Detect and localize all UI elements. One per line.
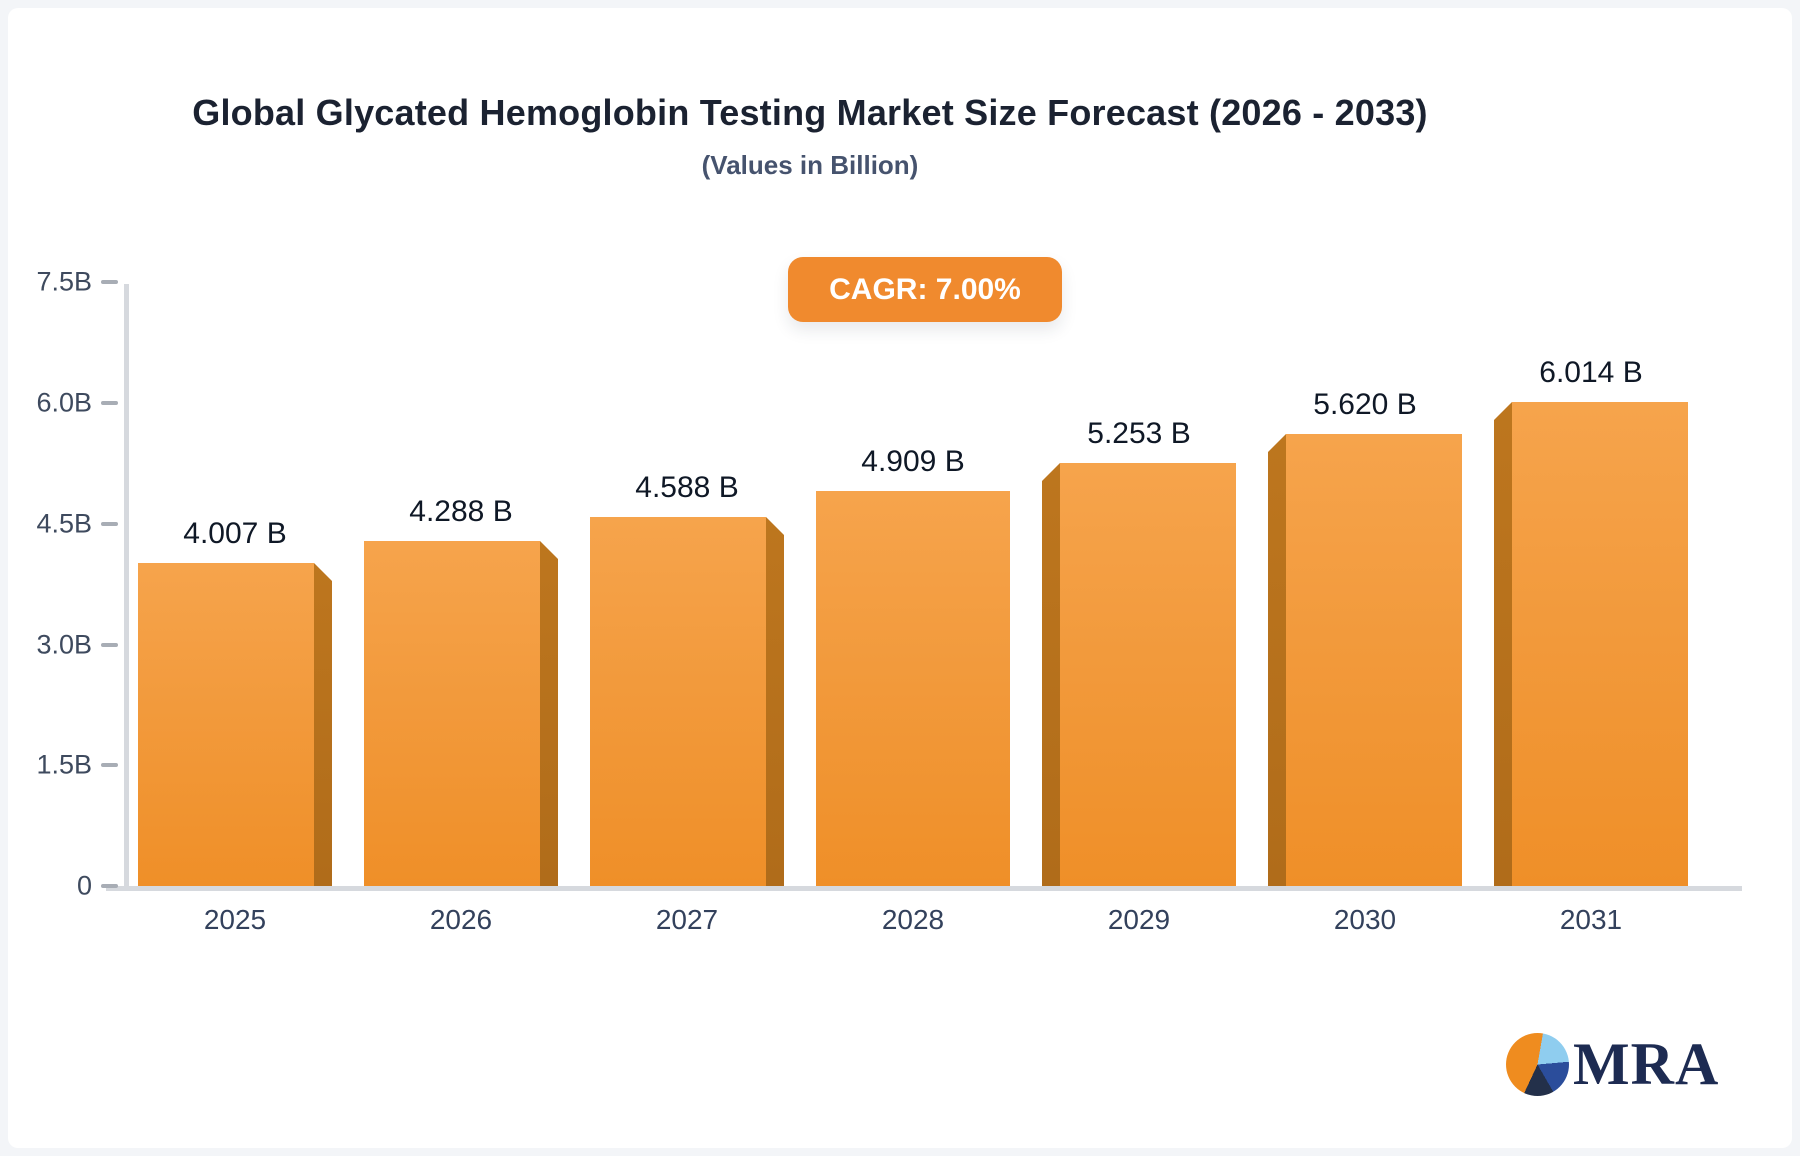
x-tick-label: 2027	[655, 904, 719, 935]
y-tick-dash	[101, 401, 118, 405]
brand-logo-text: MRA	[1573, 1031, 1720, 1097]
bar-group: 4.909 B 2028	[816, 0, 1010, 935]
y-tick-dash	[101, 642, 118, 647]
pie-chart-logo-icon	[1506, 1033, 1569, 1096]
x-tick-label: 2029	[1107, 904, 1171, 935]
bar-value-label: 6.014 B	[1539, 356, 1643, 389]
chart-subtitle: (Values in Billion)	[701, 150, 919, 180]
x-tick-label: 2031	[1559, 904, 1623, 935]
bar-3d-side	[314, 563, 332, 886]
bar-3d-side	[1042, 463, 1060, 886]
x-tick-label: 2025	[203, 904, 267, 935]
bar-group: 4.288 B 2026	[364, 0, 558, 935]
brand-logo: MRA	[1506, 1030, 1719, 1099]
bar-group: 6.014 B 2031	[1494, 0, 1688, 935]
y-tick-dash	[101, 763, 118, 768]
bar-3d-side	[1268, 434, 1286, 886]
y-tick-label: 3.0B	[36, 629, 92, 659]
x-tick-label: 2028	[881, 904, 945, 935]
bar-group: 4.007 B 2025	[138, 0, 332, 935]
y-tick-dash	[101, 521, 118, 526]
bar	[1060, 463, 1236, 886]
x-tick-label: 2026	[429, 904, 493, 935]
bar-3d-side	[540, 541, 558, 886]
bar	[816, 491, 1010, 886]
bar-value-label: 5.253 B	[1087, 417, 1191, 450]
bar-value-label: 4.007 B	[183, 517, 287, 550]
y-tick-label: 1.5B	[36, 749, 92, 780]
bar-value-label: 4.288 B	[409, 495, 513, 528]
y-tick-label: 0	[76, 870, 92, 901]
x-axis-baseline	[106, 886, 1742, 891]
bar-3d-side	[1494, 402, 1512, 886]
y-tick-dash	[101, 884, 118, 888]
bar-value-label: 4.909 B	[861, 445, 965, 478]
bar	[138, 563, 314, 886]
y-tick-label: 7.5B	[36, 266, 92, 297]
bar	[590, 517, 766, 886]
y-tick-label: 6.0B	[36, 387, 92, 418]
chart-header: Global Glycated Hemoglobin Testing Marke…	[0, 92, 1620, 181]
bar	[1512, 402, 1688, 886]
cagr-badge: CAGR: 7.00%	[788, 257, 1062, 322]
y-tick-label: 4.5B	[36, 508, 92, 539]
x-tick-label: 2030	[1333, 904, 1397, 935]
bar-group: 5.253 B 2029	[1042, 0, 1236, 935]
bar-value-label: 4.588 B	[635, 471, 739, 504]
bar-value-label: 5.620 B	[1313, 388, 1417, 421]
bar	[1286, 434, 1462, 886]
y-tick-dash	[101, 280, 118, 285]
bar-group: 4.588 B 2027	[590, 0, 784, 935]
bar-3d-side	[766, 517, 784, 886]
y-axis-line	[124, 284, 129, 890]
chart-title: Global Glycated Hemoglobin Testing Marke…	[192, 92, 1428, 133]
bar	[364, 541, 540, 886]
bar-group: 5.620 B 2030	[1268, 0, 1462, 935]
